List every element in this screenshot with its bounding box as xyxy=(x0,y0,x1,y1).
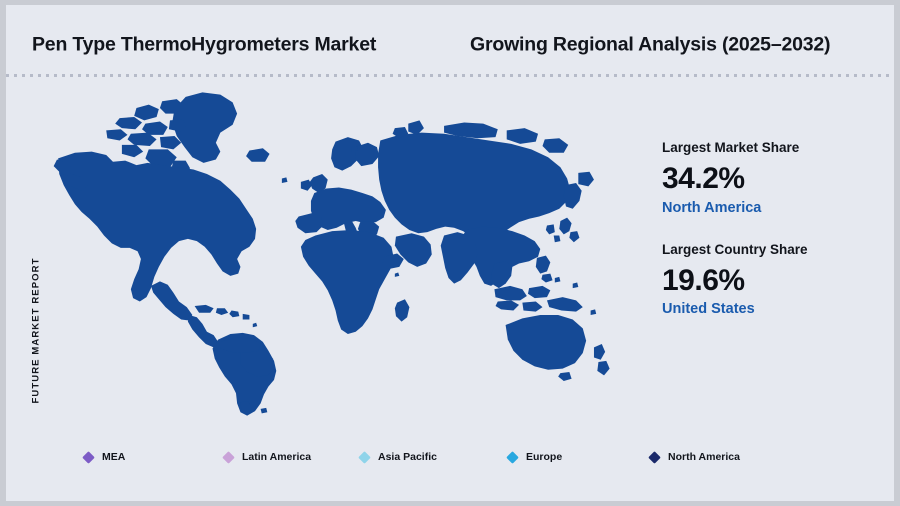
legend-item-mea[interactable]: MEA xyxy=(82,450,126,464)
brand-watermark-label: FUTURE MARKET REPORT xyxy=(30,257,42,404)
diamond-icon xyxy=(358,450,371,464)
world-map-svg xyxy=(53,92,610,416)
map-landmasses xyxy=(53,92,610,416)
infographic-canvas: Pen Type ThermoHygrometers Market Growin… xyxy=(6,5,894,501)
legend-label: MEA xyxy=(102,451,126,463)
stat-value: 34.2% xyxy=(662,162,745,195)
legend-item-europe[interactable]: Europe xyxy=(506,450,563,464)
legend-label: Latin America xyxy=(242,451,312,463)
stat-region: United States xyxy=(662,301,755,318)
diamond-icon xyxy=(648,450,661,464)
stat-region: North America xyxy=(662,199,762,216)
stat-largest-market-share: Largest Market Share 34.2% North America xyxy=(662,140,882,216)
diamond-icon xyxy=(82,450,95,464)
stat-largest-country-share: Largest Country Share 19.6% United State… xyxy=(662,242,882,318)
legend-label: Europe xyxy=(526,451,563,463)
header-subtitle: Growing Regional Analysis (2025–2032) xyxy=(470,33,831,56)
world-map xyxy=(52,89,618,419)
legend-item-latin-america[interactable]: Latin America xyxy=(222,450,312,464)
diamond-icon xyxy=(506,450,519,464)
legend-label: Asia Pacific xyxy=(378,451,437,463)
stat-label: Largest Country Share xyxy=(662,241,808,257)
stats-panel: Largest Market Share 34.2% North America… xyxy=(662,140,882,343)
legend-item-north-america[interactable]: North America xyxy=(648,450,740,464)
diamond-icon xyxy=(222,450,235,464)
stat-value: 19.6% xyxy=(662,263,745,297)
legend-item-asia-pacific[interactable]: Asia Pacific xyxy=(358,450,437,464)
legend-label: North America xyxy=(668,451,740,463)
header-divider xyxy=(6,74,894,77)
map-legend: MEA Latin America Asia Pacific Europe No… xyxy=(82,450,784,471)
stat-label: Largest Market Share xyxy=(662,140,800,155)
header: Pen Type ThermoHygrometers Market Growin… xyxy=(6,5,894,73)
page-title: Pen Type ThermoHygrometers Market xyxy=(32,33,377,56)
